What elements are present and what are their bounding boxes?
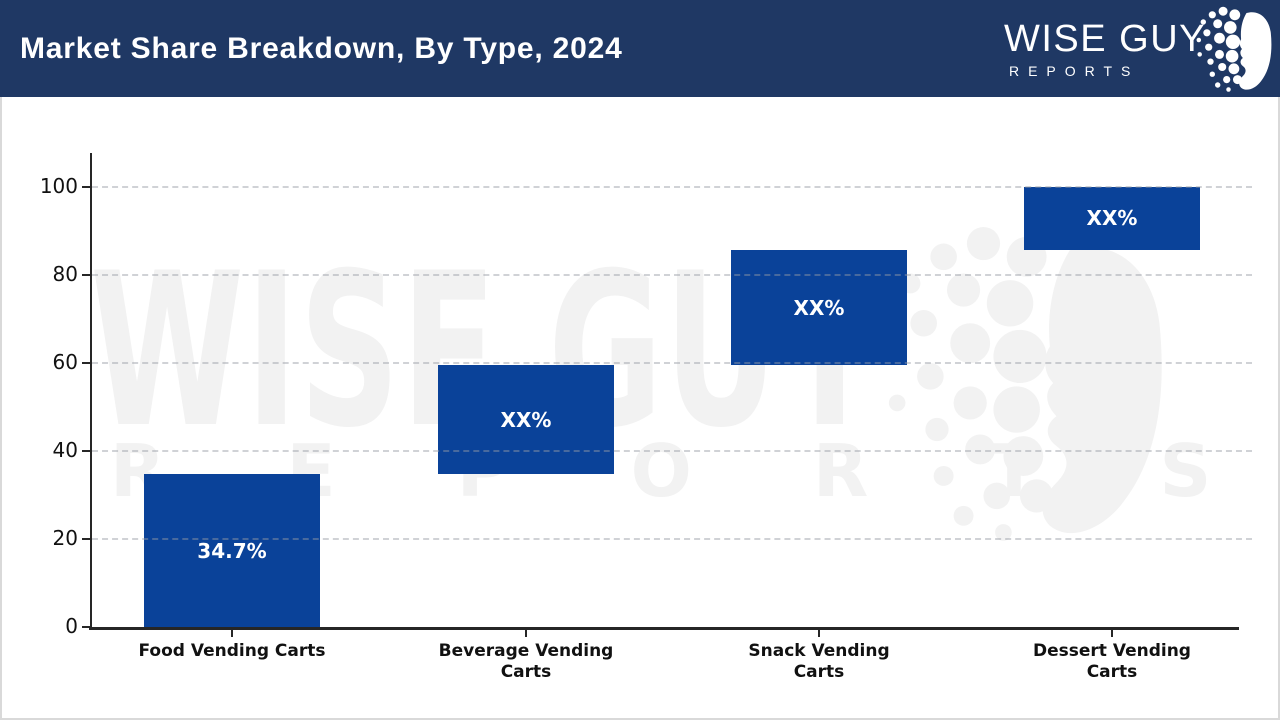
watermark-face-icon — [870, 217, 1170, 549]
x-axis — [89, 627, 1239, 630]
bar-value-label: XX% — [1086, 206, 1138, 231]
gridline — [92, 274, 1252, 276]
x-category-label-line: Carts — [500, 662, 552, 682]
chart-panel: WISE GUY R E P O R T S 0 20 40 60 80 100 34.7… — [0, 97, 1280, 720]
logo-wordmark: WISE GUY — [1003, 17, 1206, 60]
logo-subtitle: REPORTS — [1008, 62, 1140, 79]
chart-title: Market Share Breakdown, By Type, 2024 — [20, 31, 623, 65]
x-category-label-line: Carts — [1086, 662, 1138, 682]
y-tick-mark — [82, 362, 90, 364]
logo-face-icon — [1192, 4, 1274, 94]
x-category-label: Dessert Vending Carts — [965, 641, 1259, 683]
y-tick-label: 40 — [52, 438, 78, 462]
bar: XX% — [438, 365, 614, 475]
y-tick-mark — [82, 450, 90, 452]
gridline — [92, 186, 1252, 188]
x-tick-mark — [1111, 630, 1113, 637]
gridline — [92, 450, 1252, 452]
bar: XX% — [1024, 187, 1200, 250]
x-tick-mark — [231, 630, 233, 637]
bar: XX% — [731, 249, 907, 366]
wise-guy-logo: WISE GUY REPORTS — [1004, 4, 1274, 94]
y-axis — [90, 153, 92, 629]
x-category-label: Snack Vending Carts — [672, 641, 966, 683]
bar: 34.7% — [144, 474, 320, 627]
bar-value-label: XX% — [793, 295, 845, 320]
x-category-label-line: Dessert Vending — [1033, 641, 1191, 661]
y-tick-mark — [82, 538, 90, 540]
x-tick-mark — [818, 630, 820, 637]
x-category-label-line: Carts — [793, 662, 845, 682]
y-tick-label: 0 — [65, 614, 78, 638]
y-tick-label: 60 — [52, 350, 78, 374]
y-tick-mark — [82, 186, 90, 188]
y-tick-mark — [82, 626, 90, 628]
x-category-label-line: Snack Vending — [748, 641, 890, 661]
gridline — [92, 538, 1252, 540]
x-category-label-line: Beverage Vending — [438, 641, 614, 661]
x-category-label-line: Food Vending Carts — [138, 641, 326, 661]
logo-text: WISE GUY REPORTS — [1004, 20, 1206, 79]
x-category-label: Beverage Vending Carts — [379, 641, 673, 683]
y-tick-label: 20 — [52, 526, 78, 550]
header: Market Share Breakdown, By Type, 2024 WI… — [0, 0, 1280, 97]
y-tick-label: 80 — [52, 262, 78, 286]
bar-value-label: XX% — [500, 407, 552, 432]
bar-value-label: 34.7% — [197, 538, 267, 563]
x-tick-mark — [525, 630, 527, 637]
y-tick-mark — [82, 274, 90, 276]
y-tick-label: 100 — [39, 174, 78, 198]
gridline — [92, 362, 1252, 364]
x-category-label: Food Vending Carts — [85, 641, 379, 662]
